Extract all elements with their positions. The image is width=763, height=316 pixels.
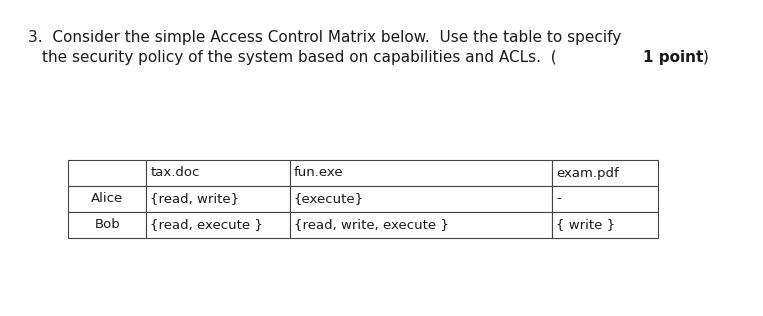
Text: 1 point: 1 point (642, 50, 703, 65)
Text: {execute}: {execute} (294, 192, 364, 205)
Text: the security policy of the system based on capabilities and ACLs.  (: the security policy of the system based … (42, 50, 557, 65)
Text: {read, write, execute }: {read, write, execute } (294, 218, 449, 232)
Bar (146, 212, 290, 238)
Bar (290, 160, 552, 186)
Bar (552, 212, 658, 238)
Text: Bob: Bob (95, 218, 120, 232)
Bar (68, 160, 146, 186)
Bar (290, 212, 552, 238)
Text: fun.exe: fun.exe (294, 167, 343, 179)
Text: 3.  Consider the simple Access Control Matrix below.  Use the table to specify: 3. Consider the simple Access Control Ma… (28, 30, 621, 45)
Text: ): ) (703, 50, 709, 65)
Text: {read, execute }: {read, execute } (150, 218, 263, 232)
Bar (552, 160, 658, 186)
Text: -: - (556, 192, 561, 205)
Text: { write }: { write } (556, 218, 616, 232)
Text: tax.doc: tax.doc (150, 167, 200, 179)
Bar (68, 212, 146, 238)
Bar (68, 186, 146, 212)
Bar (290, 186, 552, 212)
Bar (146, 160, 290, 186)
Text: exam.pdf: exam.pdf (556, 167, 619, 179)
Bar (552, 186, 658, 212)
Text: Alice: Alice (91, 192, 124, 205)
Bar (146, 186, 290, 212)
Text: {read, write}: {read, write} (150, 192, 240, 205)
